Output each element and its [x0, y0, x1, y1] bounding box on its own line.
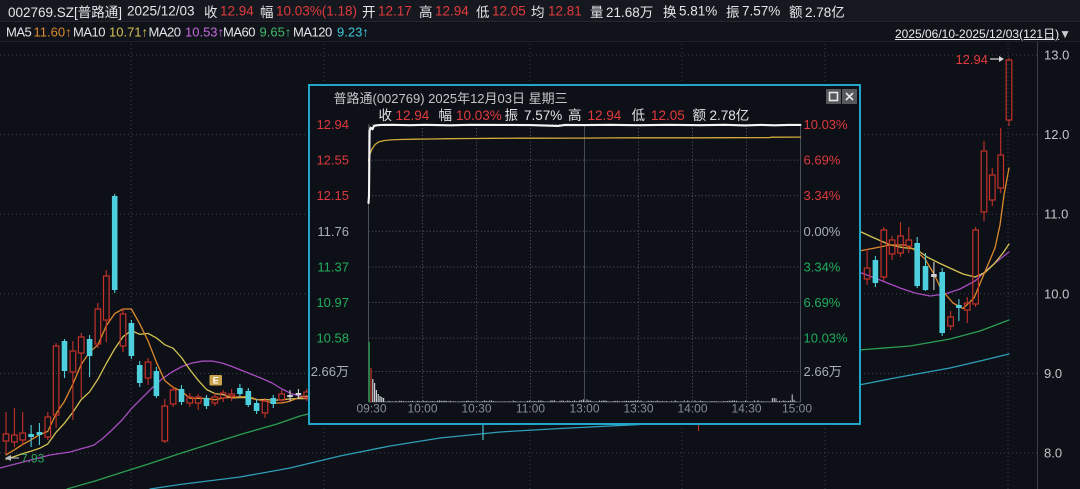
svg-text:12.05: 12.05	[651, 108, 685, 123]
svg-text:2.78亿: 2.78亿	[710, 108, 750, 123]
svg-text:0.00%: 0.00%	[804, 224, 841, 239]
svg-text:幅: 幅	[439, 108, 453, 123]
svg-text:13:00: 13:00	[569, 402, 599, 416]
svg-text:12.94: 12.94	[588, 108, 622, 123]
svg-text:2.66万: 2.66万	[311, 364, 349, 379]
svg-text:9.0: 9.0	[1044, 366, 1062, 381]
svg-text:14:30: 14:30	[731, 402, 761, 416]
svg-text:10.03%: 10.03%	[804, 331, 849, 346]
svg-text:14:00: 14:00	[677, 402, 707, 416]
svg-text:8.0: 8.0	[1044, 446, 1062, 461]
svg-text:12.55: 12.55	[316, 153, 349, 168]
svg-text:09:30: 09:30	[356, 402, 386, 416]
svg-text:10:00: 10:00	[407, 402, 437, 416]
svg-text:3.34%: 3.34%	[804, 188, 841, 203]
svg-text:11.76: 11.76	[317, 224, 349, 239]
svg-text:10.58: 10.58	[316, 331, 349, 346]
svg-text:6.69%: 6.69%	[804, 295, 841, 310]
svg-text:10.97: 10.97	[316, 295, 349, 310]
svg-text:收: 收	[379, 108, 393, 123]
svg-text:12.15: 12.15	[316, 188, 349, 203]
svg-text:10.03%: 10.03%	[456, 108, 502, 123]
svg-text:15:00: 15:00	[782, 402, 812, 416]
svg-text:6.69%: 6.69%	[804, 153, 841, 168]
svg-text:10.0: 10.0	[1044, 286, 1069, 301]
svg-text:10:30: 10:30	[461, 402, 491, 416]
svg-text:11.37: 11.37	[317, 259, 349, 274]
svg-text:13:30: 13:30	[623, 402, 653, 416]
svg-text:7.93: 7.93	[21, 452, 45, 466]
svg-text:12.94: 12.94	[316, 117, 349, 132]
svg-text:3.34%: 3.34%	[804, 259, 841, 274]
svg-text:7.57%: 7.57%	[524, 108, 562, 123]
svg-text:低: 低	[632, 108, 646, 123]
svg-text:12.0: 12.0	[1044, 127, 1069, 142]
svg-text:12.94: 12.94	[955, 52, 988, 67]
svg-text:10.03%: 10.03%	[804, 117, 849, 132]
svg-text:振: 振	[505, 108, 519, 123]
svg-text:11.0: 11.0	[1044, 207, 1068, 222]
svg-text:高: 高	[568, 107, 582, 123]
svg-text:12.94: 12.94	[396, 108, 430, 123]
svg-text:13.0: 13.0	[1044, 48, 1069, 63]
svg-text:额: 额	[693, 108, 707, 123]
svg-text:11:00: 11:00	[516, 402, 545, 416]
svg-text:E: E	[213, 376, 219, 386]
svg-text:2.66万: 2.66万	[804, 364, 842, 379]
